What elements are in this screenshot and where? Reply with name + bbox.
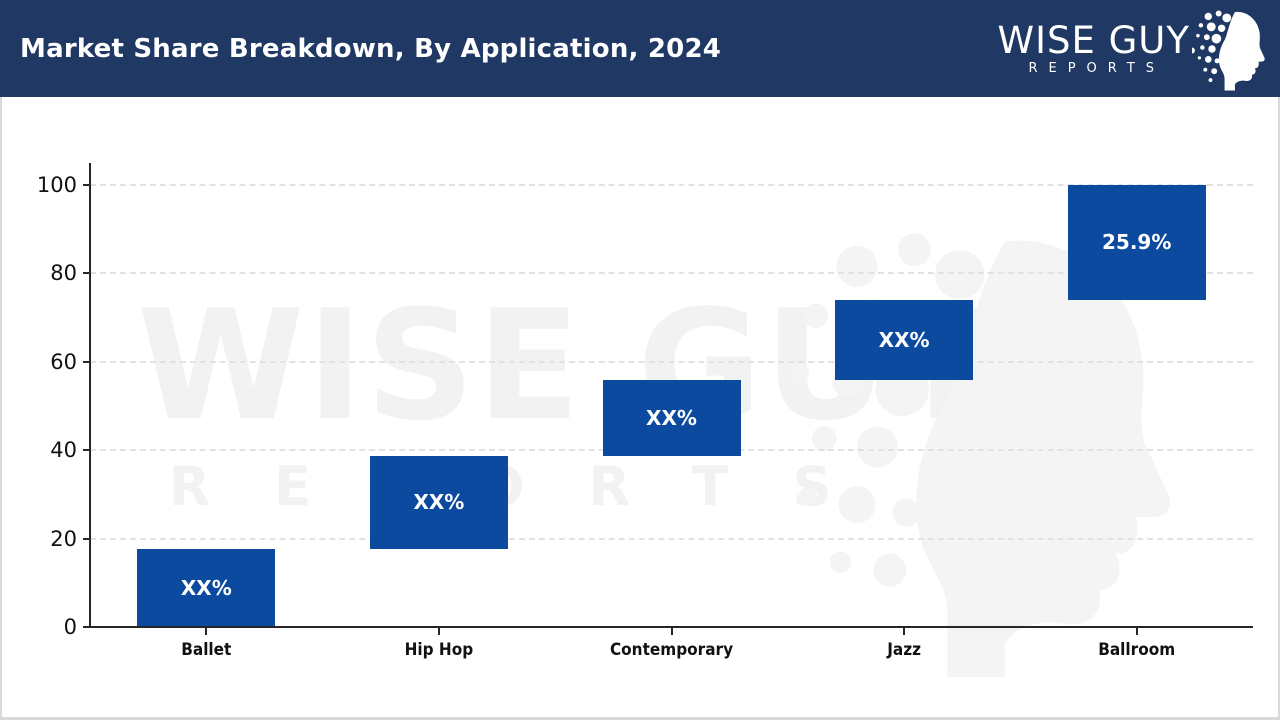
y-axis-tick (83, 184, 90, 187)
header-bar: Market Share Breakdown, By Application, … (0, 0, 1280, 97)
bar-hip-hop (369, 455, 508, 549)
y-axis-tick (83, 537, 90, 540)
chart-title: Market Share Breakdown, By Application, … (20, 33, 722, 64)
bar-value-label: 25.9% (1101, 230, 1172, 255)
y-axis-tick (83, 360, 90, 363)
x-axis-tick (205, 628, 208, 635)
bar-value-label: XX% (413, 490, 465, 515)
y-axis-tick (83, 626, 90, 628)
x-tick-label-jazz: Jazz (887, 640, 921, 660)
logo-wordmark: WISE GUY REPORTS (998, 22, 1190, 75)
y-tick-label: 60 (50, 349, 77, 374)
x-tick-label-ballet: Ballet (181, 640, 232, 660)
bar-ballet (137, 548, 276, 627)
bar-contemporary (602, 380, 741, 456)
watermark-face-icon (789, 233, 1171, 677)
bar-value-label: XX% (180, 575, 232, 600)
logo-line-reports: REPORTS (1028, 61, 1166, 76)
bar-ballroom (1067, 185, 1206, 300)
y-axis-line (89, 163, 91, 628)
logo-face-icon (1192, 10, 1265, 90)
bar-value-label: XX% (878, 327, 930, 352)
gridline-y100 (90, 184, 1253, 187)
bar-value-label: XX% (646, 406, 697, 431)
y-tick-label: 80 (50, 261, 77, 286)
x-tick-label-ballroom: Ballroom (1098, 640, 1176, 660)
waterfall-plot: 0 20 40 60 80 100 XX% XX% XX% XX% 25.9% Ballet Hip H… (2, 97, 1278, 717)
y-axis-tick (83, 449, 90, 452)
x-axis-tick (903, 628, 906, 635)
y-axis-tick (83, 272, 90, 275)
wiseguy-logo: WISE GUY REPORTS (998, 7, 1266, 91)
x-axis-line (89, 626, 1253, 628)
gridline-y60 (90, 360, 1253, 363)
x-axis-tick (437, 628, 440, 635)
x-axis-tick (1135, 628, 1138, 635)
y-tick-label: 0 (63, 615, 77, 639)
x-tick-label-hip-hop: Hip Hop (404, 640, 474, 660)
bar-jazz (835, 299, 974, 381)
y-tick-label: 20 (50, 526, 77, 551)
logo-line-wiseguy: WISE GUY (997, 19, 1190, 62)
x-axis-tick (670, 628, 673, 635)
gridline-y20 (90, 537, 1253, 540)
chart-area: WISE GUY REPORTS (0, 97, 1280, 720)
y-tick-label: 40 (50, 438, 77, 463)
y-tick-label: 100 (36, 173, 77, 198)
x-tick-label-contemporary: Contemporary (609, 640, 734, 660)
gridline-y80 (90, 272, 1253, 275)
